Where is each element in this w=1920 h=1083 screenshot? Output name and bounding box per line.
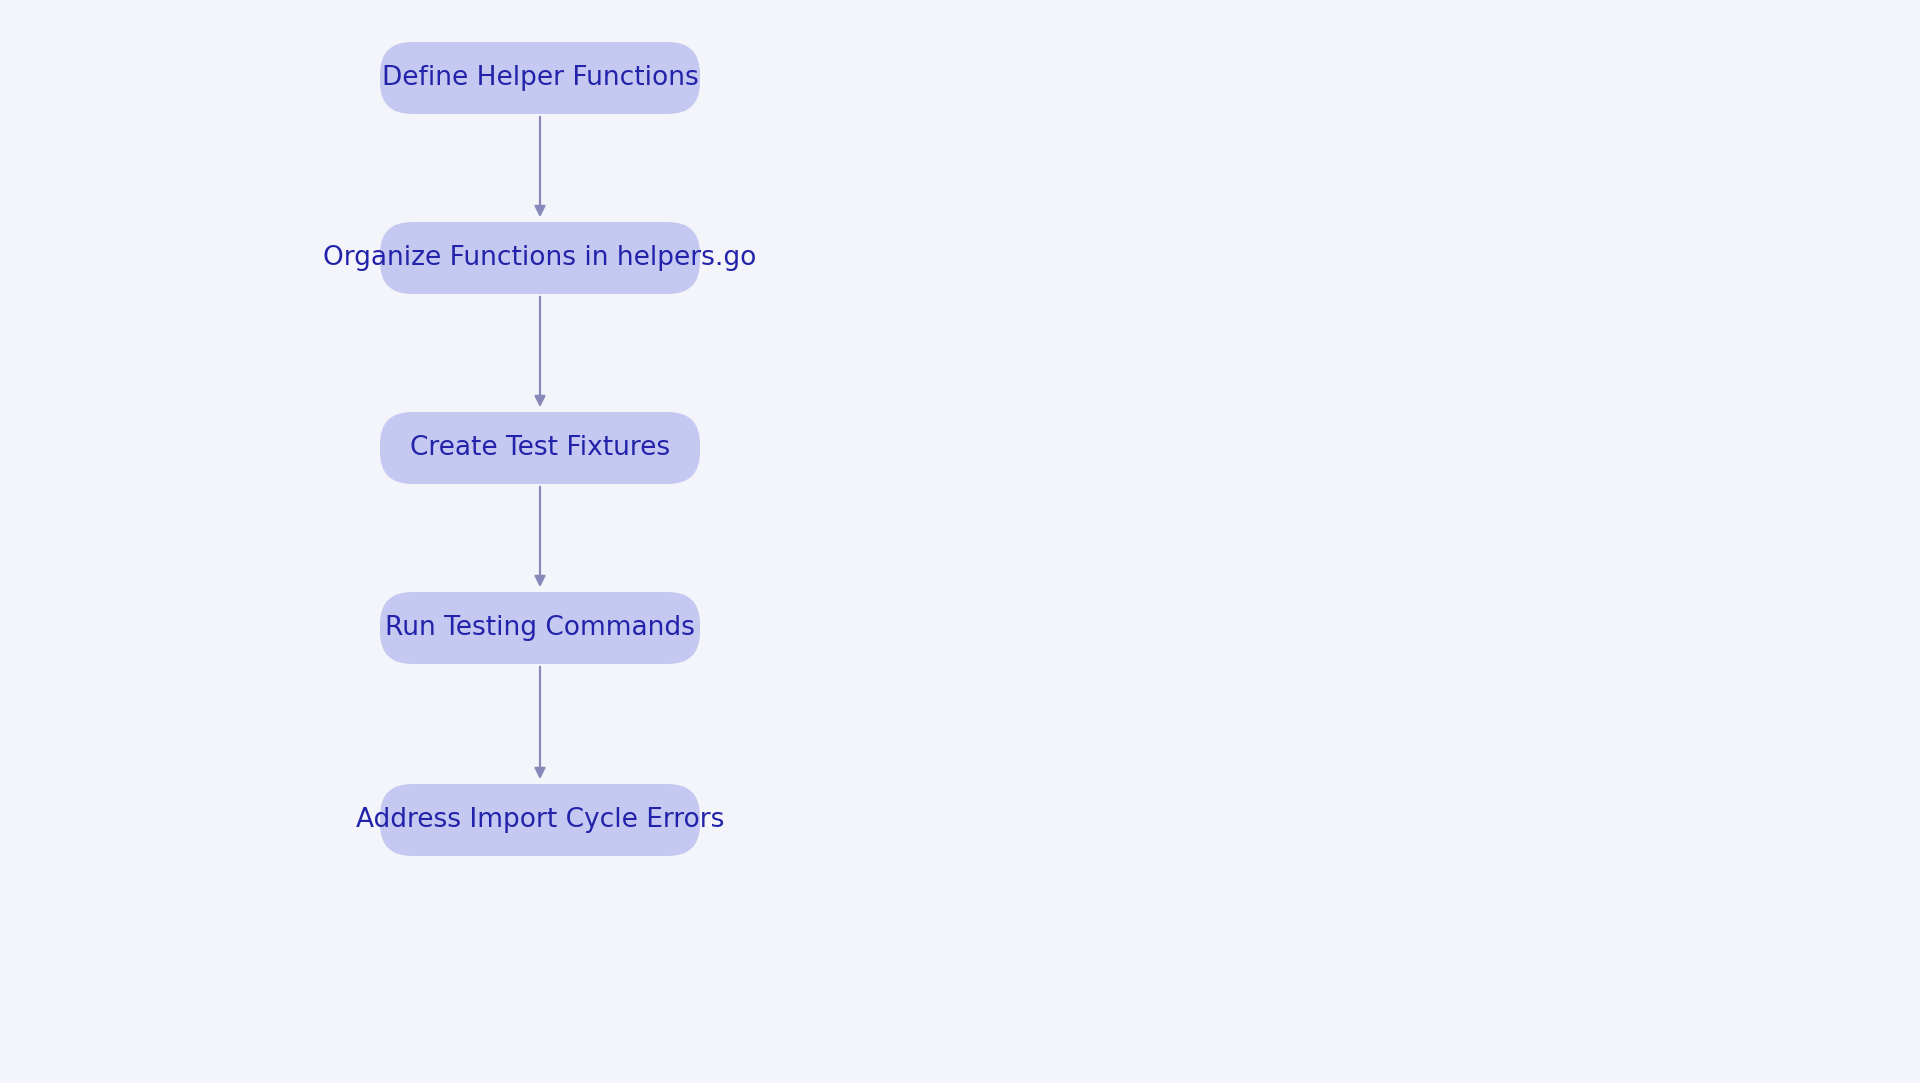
Text: Create Test Fixtures: Create Test Fixtures [411,435,670,461]
Text: Define Helper Functions: Define Helper Functions [382,65,699,91]
FancyBboxPatch shape [380,222,701,293]
Text: Address Import Cycle Errors: Address Import Cycle Errors [355,807,724,833]
Text: Run Testing Commands: Run Testing Commands [386,615,695,641]
FancyBboxPatch shape [380,42,701,114]
FancyBboxPatch shape [380,412,701,484]
Text: Organize Functions in helpers.go: Organize Functions in helpers.go [323,245,756,271]
FancyBboxPatch shape [380,784,701,856]
FancyBboxPatch shape [380,592,701,664]
